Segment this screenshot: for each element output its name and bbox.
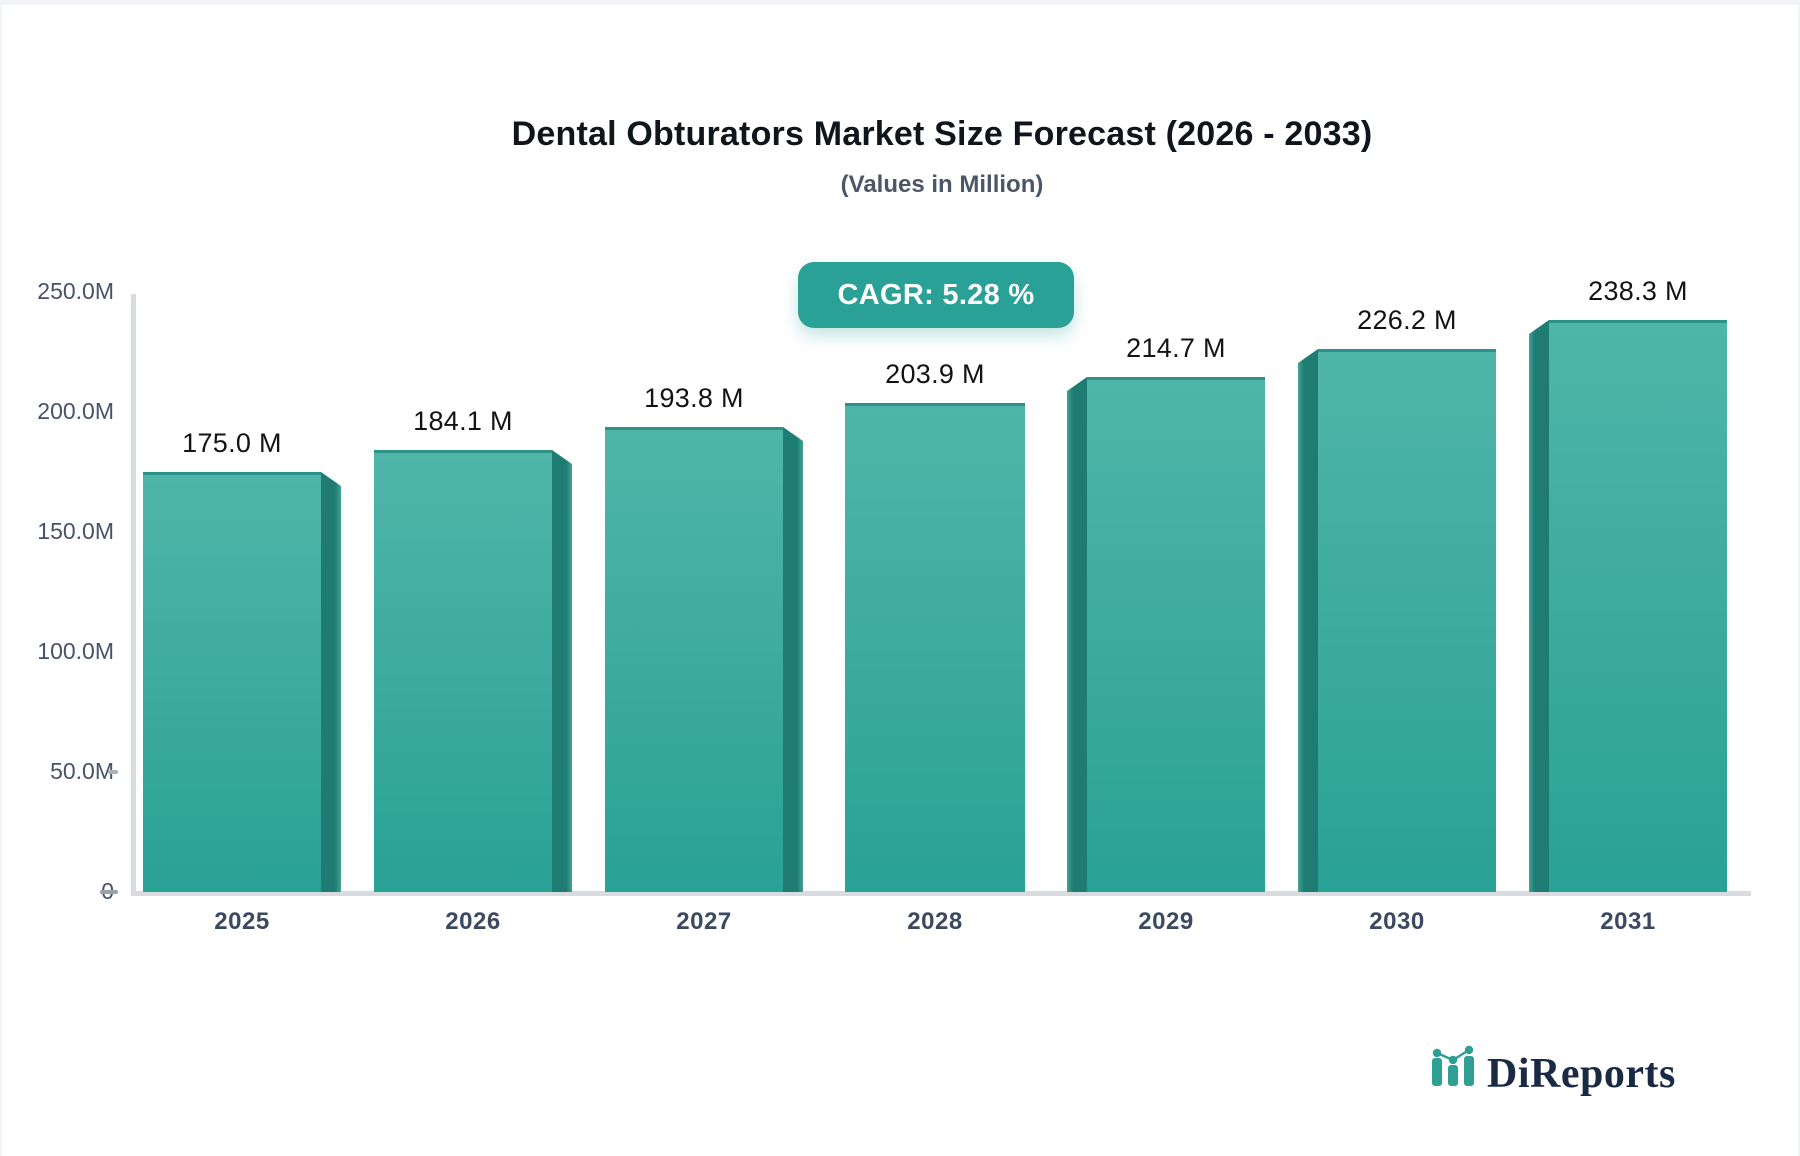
brand-logo-text: DiReports [1487, 1051, 1676, 1097]
bar-value-label: 214.7 M [1126, 333, 1226, 363]
y-axis-tick-mark [108, 770, 118, 774]
bar-value-label: 184.1 M [413, 406, 513, 436]
y-axis-tick-label: 150.0M [37, 518, 114, 544]
bar-3d-side [1529, 320, 1549, 892]
bar-2026 [374, 450, 552, 892]
y-axis-tick-label: 100.0M [37, 638, 114, 664]
bar-3d-side [1298, 349, 1318, 892]
x-axis-category-label: 2031 [1600, 908, 1656, 935]
bar-value-label: 203.9 M [885, 359, 985, 389]
y-axis-tick-label: 250.0M [37, 278, 114, 304]
x-axis-baseline [131, 891, 1751, 896]
y-axis-tick-label: 0 [10, 878, 114, 905]
bar-2028 [845, 403, 1025, 892]
y-axis-tick-mark [100, 890, 118, 894]
x-axis-category-label: 2028 [907, 908, 963, 935]
x-axis-category-label: 2026 [445, 908, 501, 935]
bar-2031 [1549, 320, 1727, 892]
chart-subtitle: (Values in Million) [840, 171, 1044, 198]
bar-3d-side [321, 472, 341, 892]
bar-3d-side [783, 427, 803, 892]
bar-2025 [143, 472, 321, 892]
bar-value-label: 226.2 M [1357, 305, 1457, 335]
cagr-badge: CAGR: 5.28 % [798, 262, 1074, 328]
x-axis-category-label: 2025 [214, 908, 270, 935]
cagr-badge-label: CAGR: 5.28 % [837, 278, 1035, 311]
chart-title: Dental Obturators Market Size Forecast (… [511, 115, 1373, 153]
bar-value-label: 238.3 M [1588, 276, 1688, 306]
y-axis-line [131, 294, 136, 894]
bar-2030 [1318, 349, 1496, 892]
brand-logo: DiReports [1430, 1043, 1676, 1096]
bar-value-label: 193.8 M [644, 383, 744, 413]
y-axis-tick-label: 200.0M [37, 398, 114, 424]
y-axis-tick-label: 50.0M [50, 758, 114, 784]
bar-value-label: 175.0 M [182, 428, 282, 458]
bar-3d-side [1067, 377, 1087, 892]
x-axis-category-label: 2029 [1138, 908, 1194, 935]
bar-2029 [1087, 377, 1265, 892]
bar-3d-side [552, 450, 572, 892]
brand-logo-icon [1430, 1043, 1480, 1096]
x-axis-category-label: 2030 [1369, 908, 1425, 935]
bar-2027 [605, 427, 783, 892]
x-axis-category-label: 2027 [676, 908, 732, 935]
